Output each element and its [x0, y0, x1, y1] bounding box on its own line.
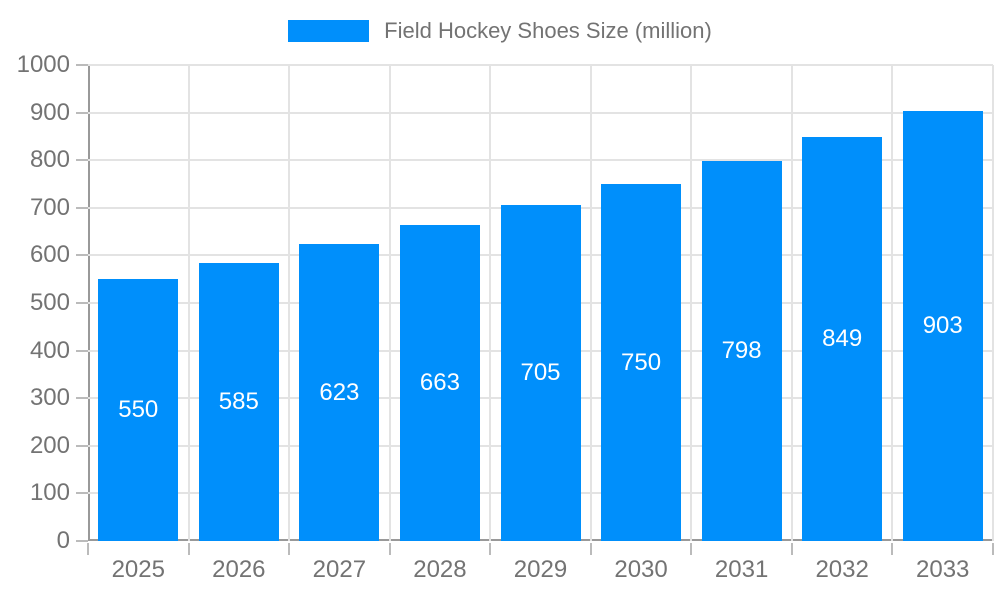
x-axis-label-2027: 2027	[312, 556, 367, 583]
bar-value-label-2033: 903	[922, 312, 963, 340]
bar-value-label-2028: 663	[419, 369, 460, 397]
x-axis-tick-2	[288, 543, 291, 555]
bar-value-label-2027: 623	[319, 378, 360, 406]
bar-value-label-2025: 550	[118, 396, 159, 424]
y-axis-label-800: 800	[29, 146, 70, 174]
x-axis-label-2026: 2026	[212, 556, 266, 583]
y-axis-label-500: 500	[29, 289, 70, 316]
x-axis-label-2028: 2028	[413, 556, 467, 583]
bar-value-label-2032: 849	[822, 324, 863, 352]
y-axis-tick-1000	[76, 64, 88, 66]
legend-color-swatch	[288, 20, 370, 42]
gridline-vertical-1	[187, 65, 190, 541]
y-axis-tick-300	[76, 397, 88, 400]
x-axis-label-2031: 2031	[714, 556, 769, 583]
bar-value-label-2030: 750	[621, 348, 662, 376]
gridline-vertical-8	[891, 65, 894, 541]
chart-legend[interactable]: Field Hockey Shoes Size (million)	[0, 18, 1000, 44]
x-axis-tick-7	[790, 543, 793, 555]
gridline-horizontal-900	[88, 111, 993, 114]
gridline-vertical-7	[790, 65, 793, 541]
gridline-vertical-6	[690, 65, 693, 541]
bar-2029[interactable]: 705	[500, 205, 581, 541]
y-axis-tick-100	[76, 492, 88, 495]
x-axis-tick-5	[589, 543, 592, 555]
y-axis-tick-500	[76, 302, 88, 304]
y-axis-label-300: 300	[29, 384, 70, 412]
x-axis-label-2025: 2025	[111, 556, 165, 583]
y-axis-label-1000: 1000	[16, 51, 70, 78]
gridline-vertical-3	[388, 65, 391, 541]
x-axis-tick-9	[992, 543, 994, 555]
y-axis-tick-400	[76, 349, 88, 352]
bar-value-label-2029: 705	[520, 359, 561, 387]
x-axis-tick-4	[489, 543, 492, 555]
x-axis-tick-1	[187, 543, 190, 555]
gridline-vertical-5	[589, 65, 592, 541]
bar-2028[interactable]: 663	[399, 225, 480, 541]
x-axis-tick-6	[690, 543, 693, 555]
y-axis-label-0: 0	[56, 527, 70, 554]
bar-2027[interactable]: 623	[299, 244, 380, 541]
y-axis-tick-0	[76, 540, 88, 542]
bar-2030[interactable]: 750	[601, 184, 682, 541]
y-axis-tick-200	[76, 444, 88, 447]
x-axis-label-2029: 2029	[513, 556, 568, 583]
bar-value-label-2026: 585	[218, 387, 259, 415]
x-axis-tick-0	[87, 543, 89, 555]
x-axis-label-2032: 2032	[815, 556, 869, 583]
x-axis-tick-3	[388, 543, 391, 555]
bar-2025[interactable]: 550	[98, 279, 179, 541]
legend-label: Field Hockey Shoes Size (million)	[384, 18, 712, 43]
y-axis-label-700: 700	[29, 193, 70, 221]
bar-value-label-2031: 798	[721, 337, 762, 365]
y-axis-tick-700	[76, 206, 88, 209]
y-axis-tick-600	[76, 254, 88, 257]
x-axis-label-2030: 2030	[614, 556, 668, 583]
gridline-vertical-4	[489, 65, 492, 541]
bar-2031[interactable]: 798	[701, 161, 782, 541]
y-axis-label-600: 600	[29, 241, 70, 269]
y-axis-label-100: 100	[29, 479, 70, 507]
y-axis-label-400: 400	[29, 336, 70, 364]
y-axis-label-900: 900	[29, 98, 70, 126]
gridline-vertical-2	[288, 65, 291, 541]
x-axis-label-2033: 2033	[916, 556, 970, 583]
gridline-horizontal-800	[88, 159, 993, 162]
gridline-horizontal-1000	[88, 64, 993, 66]
y-axis-tick-800	[76, 159, 88, 162]
bar-2026[interactable]: 585	[198, 262, 279, 541]
bar-2032[interactable]: 849	[802, 136, 883, 541]
y-axis-tick-900	[76, 111, 88, 114]
gridline-vertical-9	[992, 65, 994, 541]
bar-2033[interactable]: 903	[902, 111, 983, 541]
y-axis-label-200: 200	[29, 431, 70, 459]
x-axis-tick-8	[891, 543, 894, 555]
